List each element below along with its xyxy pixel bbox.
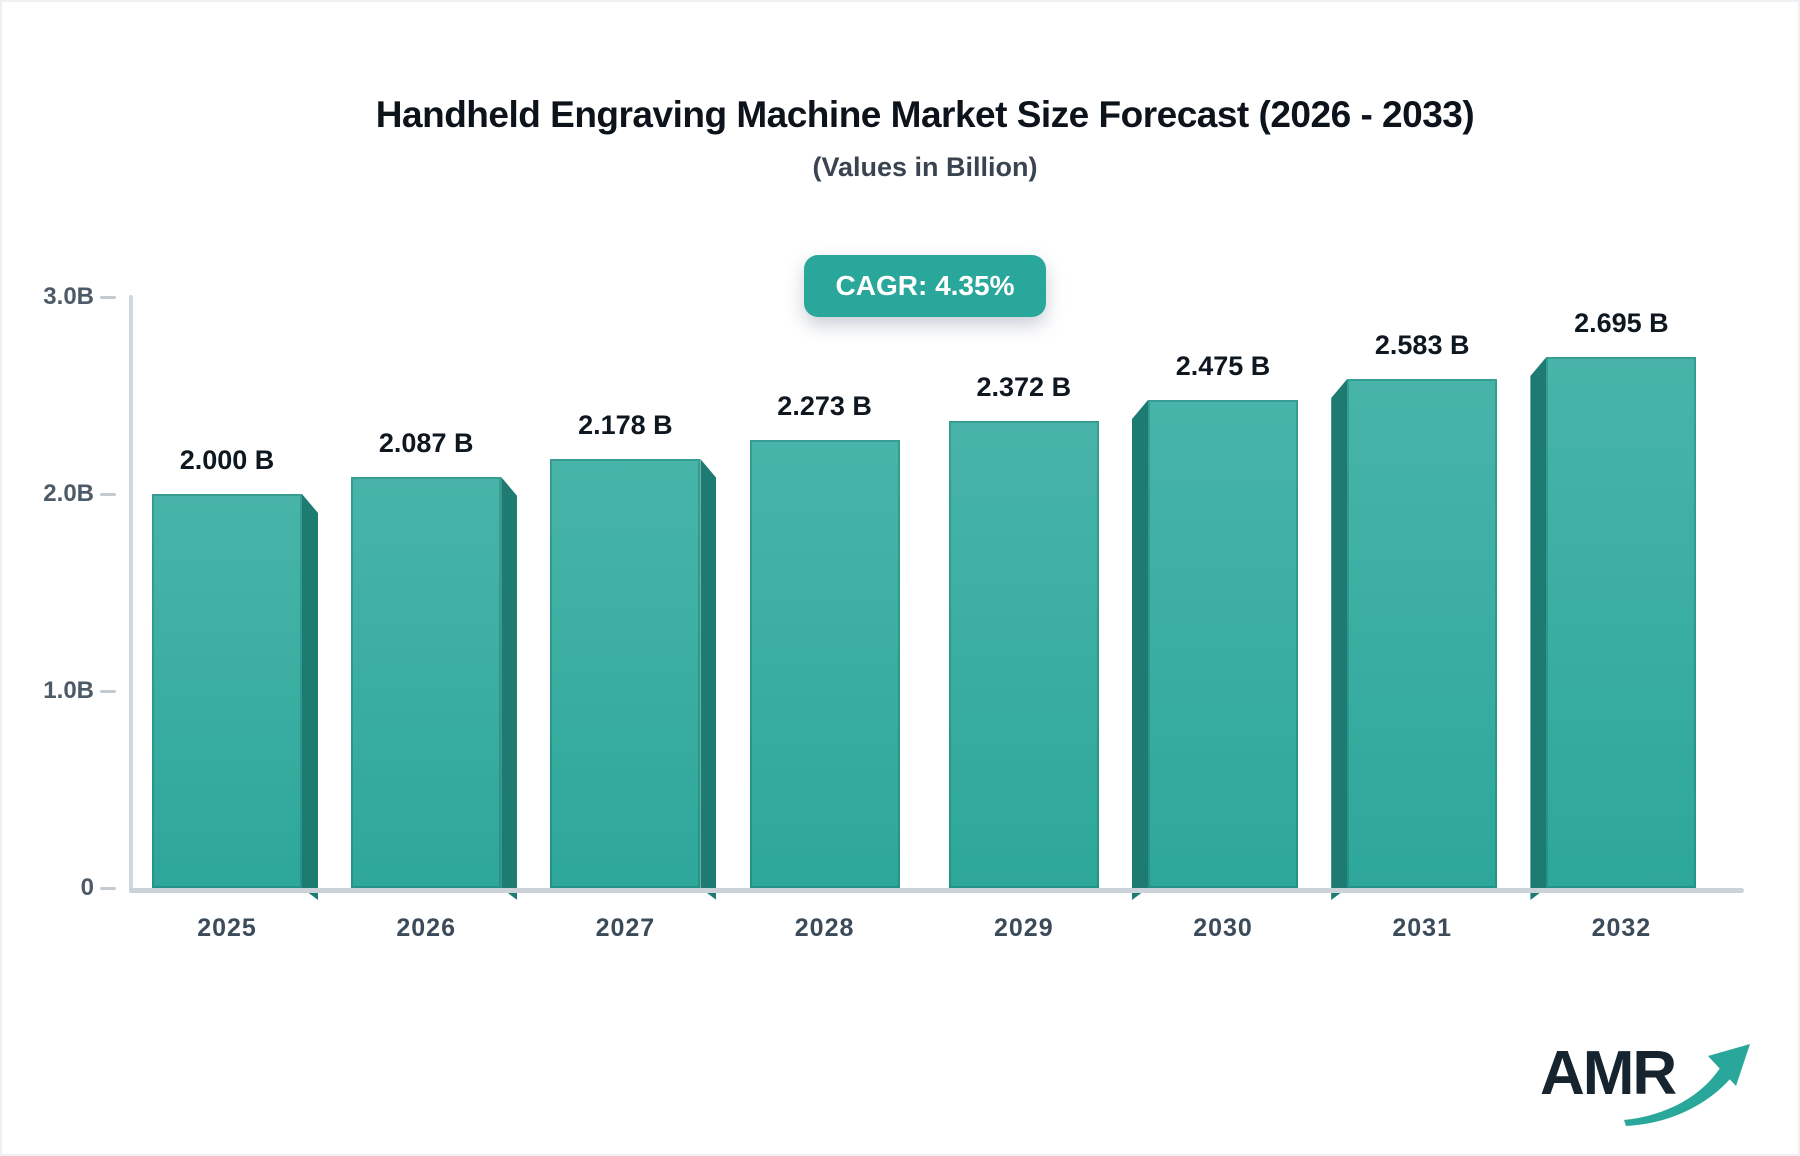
bar-value-label-2029: 2.372 B bbox=[976, 372, 1072, 402]
bar-3d-side-2030 bbox=[1132, 400, 1148, 900]
x-axis-label-2030: 2030 bbox=[1193, 914, 1253, 942]
bar-value-label-2027: 2.178 B bbox=[578, 410, 673, 440]
bar-value-label-2025: 2.000 B bbox=[179, 445, 275, 475]
amr-logo-text: AMR bbox=[1540, 1039, 1677, 1108]
chart-title: Handheld Engraving Machine Market Size F… bbox=[375, 94, 1475, 135]
y-axis-line bbox=[129, 295, 133, 893]
bar-2032 bbox=[1546, 357, 1697, 888]
bar-value-label-2031: 2.583 B bbox=[1374, 330, 1470, 360]
bar-2028 bbox=[749, 440, 900, 888]
amr-logo: AMR bbox=[1540, 1030, 1780, 1140]
x-axis-label-2031: 2031 bbox=[1392, 914, 1452, 942]
cagr-badge: CAGR: 4.35% bbox=[803, 255, 1047, 317]
bar-value-label-2028: 2.273 B bbox=[777, 391, 872, 421]
bar-value-label-2032: 2.695 B bbox=[1574, 308, 1669, 338]
x-axis-label-2029: 2029 bbox=[993, 914, 1054, 942]
x-axis-line bbox=[129, 888, 1744, 893]
y-tick-label-0: 0 bbox=[80, 874, 94, 901]
y-tick-label-1.0B: 1.0B bbox=[43, 677, 94, 704]
chart-subtitle: (Values in Billion) bbox=[812, 152, 1038, 182]
bar-value-label-2026: 2.087 B bbox=[378, 428, 474, 458]
bar-3d-side-2031 bbox=[1331, 379, 1347, 900]
x-axis-label-2026: 2026 bbox=[396, 914, 456, 942]
cagr-badge-row: CAGR: 4.35% bbox=[62, 255, 1788, 317]
bar-3d-side-2032 bbox=[1530, 357, 1546, 900]
bar-3d-side-2026 bbox=[501, 477, 517, 900]
y-tick-label-3.0B: 3.0B bbox=[43, 283, 94, 310]
chart-header: Handheld Engraving Machine Market Size F… bbox=[62, 94, 1788, 183]
bar-3d-side-2025 bbox=[302, 494, 318, 900]
x-axis-label-2025: 2025 bbox=[197, 914, 257, 942]
bar-2027 bbox=[550, 459, 701, 888]
bar-2030 bbox=[1148, 400, 1298, 888]
bar-2026 bbox=[351, 477, 502, 888]
bar-2031 bbox=[1347, 379, 1498, 888]
bar-2029 bbox=[948, 421, 1099, 888]
x-axis-label-2028: 2028 bbox=[794, 914, 855, 942]
bar-2025 bbox=[152, 494, 302, 888]
x-axis-label-2032: 2032 bbox=[1591, 914, 1652, 942]
bar-3d-side-2027 bbox=[700, 459, 716, 900]
bar-value-label-2030: 2.475 B bbox=[1175, 351, 1271, 381]
y-tick-3.0B bbox=[100, 296, 116, 299]
growth-arrow-icon bbox=[1624, 1044, 1750, 1126]
y-tick-0 bbox=[100, 887, 116, 890]
y-tick-2.0B bbox=[100, 493, 116, 496]
y-tick-1.0B bbox=[100, 690, 116, 693]
x-axis-label-2027: 2027 bbox=[595, 914, 656, 942]
y-tick-label-2.0B: 2.0B bbox=[43, 480, 94, 507]
